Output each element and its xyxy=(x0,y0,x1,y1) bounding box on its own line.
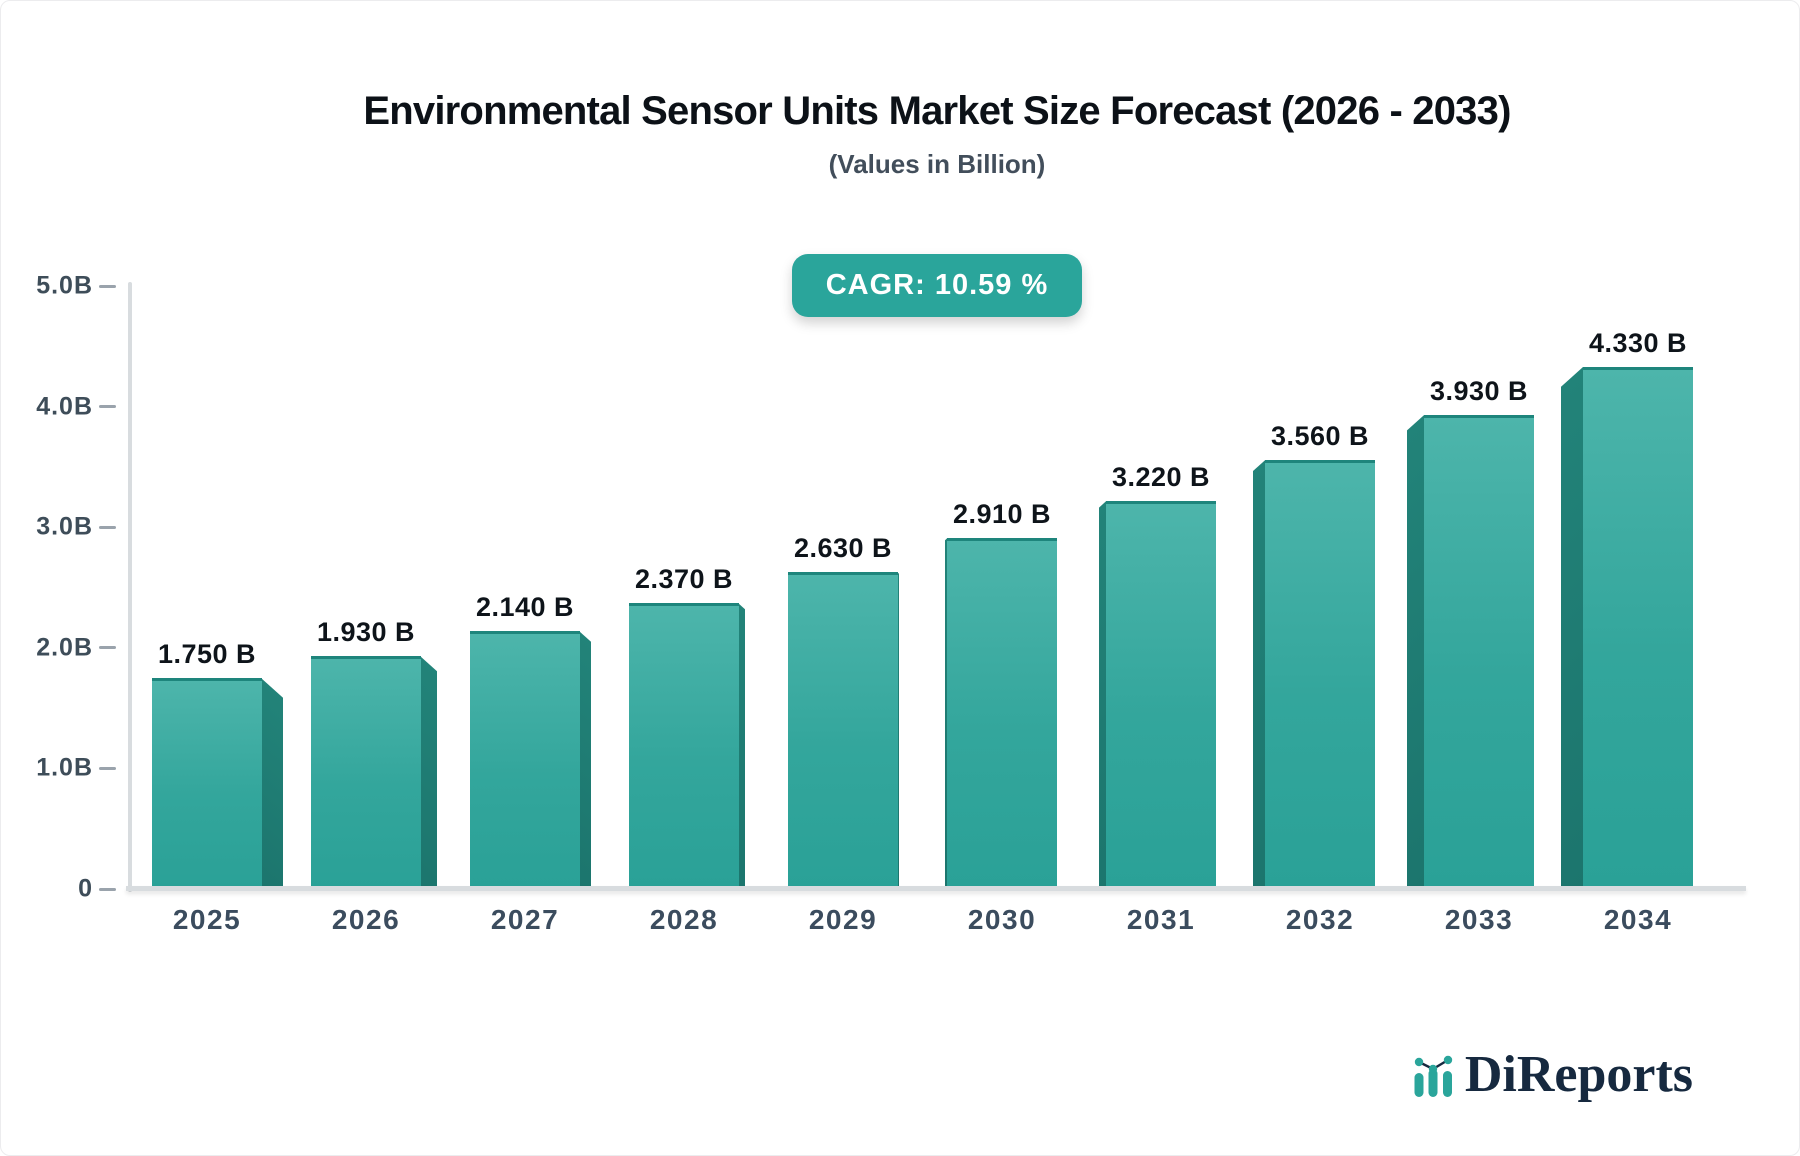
bar-2034[interactable]: 4.330 B xyxy=(1561,327,1693,889)
y-tick-dash xyxy=(99,646,116,650)
bar-value-label: 3.930 B xyxy=(1429,376,1529,407)
y-tick-dash xyxy=(99,284,116,288)
chart-title: Environmental Sensor Units Market Size F… xyxy=(363,89,1511,133)
bar-side-face xyxy=(261,677,283,889)
cagr-badge: CAGR: 10.59 % xyxy=(791,254,1083,317)
y-tick-label: 4.0B xyxy=(36,392,93,421)
bar-front-face xyxy=(1264,459,1375,889)
bar-front-face xyxy=(788,571,898,889)
bar-2025[interactable]: 1.750 B xyxy=(152,638,284,889)
x-tick-label-2026: 2026 xyxy=(331,904,401,935)
bar-front-face xyxy=(470,630,580,889)
direports-logo-icon xyxy=(1414,1055,1453,1097)
bar-value-label: 2.370 B xyxy=(634,564,734,595)
bar-2031[interactable]: 3.220 B xyxy=(1098,461,1216,889)
bar-side-face xyxy=(1406,415,1424,889)
bar-value-label: 3.220 B xyxy=(1111,461,1211,492)
x-tick-label-2032: 2032 xyxy=(1285,904,1355,935)
bar-front-face xyxy=(946,538,1057,889)
bar-value-label: 3.560 B xyxy=(1270,420,1370,451)
y-tick-label: 2.0B xyxy=(36,633,93,662)
bar-side-face xyxy=(1252,459,1265,889)
direports-logo-text: DiReports xyxy=(1464,1046,1693,1103)
x-tick-label-2034: 2034 xyxy=(1603,904,1673,935)
bar-side-face xyxy=(579,630,592,889)
bar-value-label: 2.910 B xyxy=(952,499,1052,530)
y-tick-dash xyxy=(99,525,116,529)
bar-front-face xyxy=(1105,500,1216,889)
x-tick-label-2031: 2031 xyxy=(1126,904,1196,935)
y-tick-dash xyxy=(99,766,116,770)
cagr-badge-row: CAGR: 10.59 % xyxy=(131,254,1743,317)
x-tick-label-2025: 2025 xyxy=(172,904,242,935)
bar-front-face xyxy=(1583,366,1693,889)
x-tick-label-2030: 2030 xyxy=(967,904,1037,935)
bar-2032[interactable]: 3.560 B xyxy=(1252,420,1375,889)
y-tick-label: 5.0B xyxy=(36,271,93,300)
y-tick-label: 1.0B xyxy=(36,753,93,782)
y-tick-label: 0 xyxy=(78,874,93,903)
bar-value-label: 2.630 B xyxy=(793,532,893,563)
x-tick-label-2027: 2027 xyxy=(490,904,560,935)
bar-value-label: 2.140 B xyxy=(475,591,575,622)
bar-front-face xyxy=(152,677,262,889)
bar-side-face xyxy=(420,656,438,889)
bar-side-face xyxy=(1098,500,1106,889)
bar-2027[interactable]: 2.140 B xyxy=(470,591,592,889)
bar-front-face xyxy=(629,603,739,889)
bar-2028[interactable]: 2.370 B xyxy=(629,563,746,889)
bar-2030[interactable]: 2.910 B xyxy=(944,498,1057,889)
x-tick-label-2029: 2029 xyxy=(808,904,878,935)
chart-subtitle: (Values in Billion) xyxy=(828,149,1046,179)
x-axis-labels: 2025 2026 2027 2028 2029 2030 2031 2032 2033 2034 xyxy=(131,904,1743,944)
bar-front-face xyxy=(311,656,421,889)
bar-2033[interactable]: 3.930 B xyxy=(1406,375,1534,889)
y-tick-dash xyxy=(99,405,116,409)
bar-value-label: 1.930 B xyxy=(316,617,416,648)
bar-side-face xyxy=(738,603,746,889)
bar-value-label: 1.750 B xyxy=(157,638,257,669)
bar-front-face xyxy=(1423,415,1534,889)
bar-side-face xyxy=(1561,366,1583,889)
y-tick-label: 3.0B xyxy=(36,512,93,541)
x-tick-label-2028: 2028 xyxy=(649,904,719,935)
y-tick-dash xyxy=(99,887,116,891)
bar-2026[interactable]: 1.930 B xyxy=(311,616,438,889)
plot-area: 1.750 B 1.930 B 2.140 B 2.370 B 2.630 B 2.910… xyxy=(131,286,1743,889)
direports-logo: DiReports xyxy=(1413,1049,1693,1101)
bar-value-label: 4.330 B xyxy=(1588,327,1688,358)
x-tick-label-2033: 2033 xyxy=(1444,904,1514,935)
bar-2029[interactable]: 2.630 B xyxy=(788,532,900,889)
